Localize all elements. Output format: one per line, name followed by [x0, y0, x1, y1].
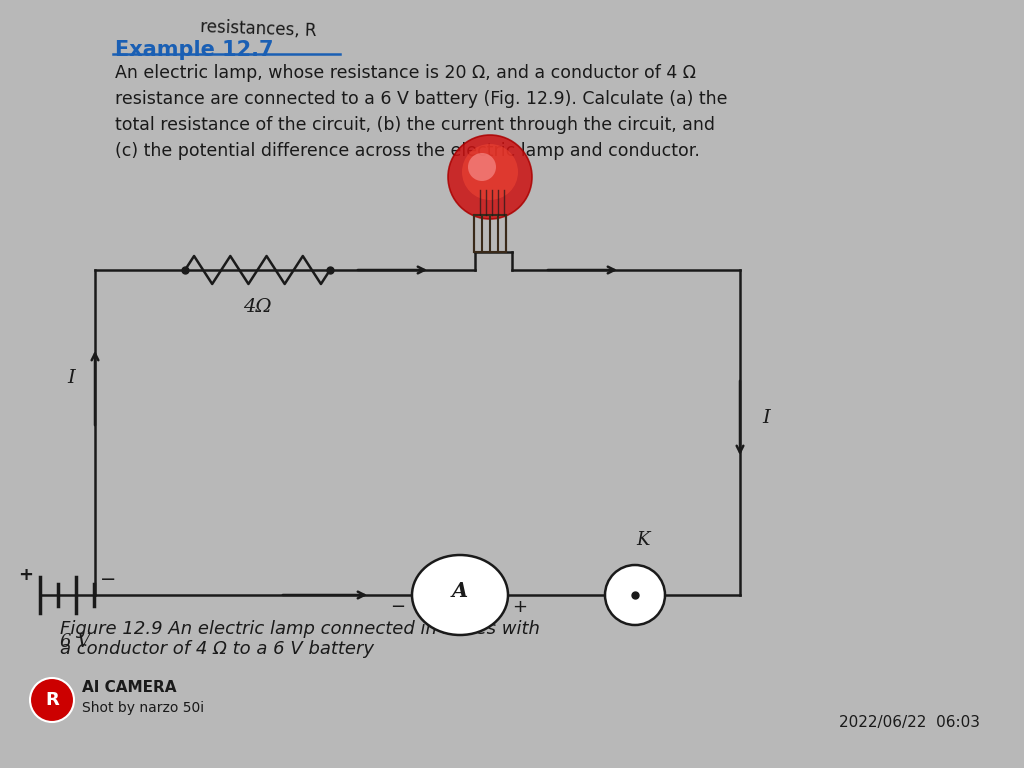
Ellipse shape	[412, 555, 508, 635]
Text: AI CAMERA: AI CAMERA	[82, 680, 176, 696]
Text: K: K	[636, 531, 650, 549]
Bar	[474, 215, 506, 252]
Text: −: −	[99, 571, 116, 590]
Text: a conductor of 4 Ω to a 6 V battery: a conductor of 4 Ω to a 6 V battery	[60, 640, 374, 658]
Text: (c) the potential difference across the electric lamp and conductor.: (c) the potential difference across the …	[115, 142, 699, 160]
Text: +: +	[18, 566, 34, 584]
Text: An electric lamp, whose resistance is 20 Ω, and a conductor of 4 Ω: An electric lamp, whose resistance is 20…	[115, 64, 696, 82]
Text: Shot by narzo 50i: Shot by narzo 50i	[82, 701, 204, 715]
Text: 2022/06/22  06:03: 2022/06/22 06:03	[839, 716, 980, 730]
Text: −: −	[390, 598, 406, 616]
Text: resistances, R: resistances, R	[200, 18, 317, 40]
Text: 4Ω: 4Ω	[244, 298, 271, 316]
Circle shape	[605, 565, 665, 625]
Text: R: R	[45, 691, 58, 709]
Circle shape	[30, 678, 74, 722]
Text: 6 V: 6 V	[59, 633, 90, 651]
Circle shape	[449, 135, 532, 219]
Text: Figure 12.9 An electric lamp connected in series with: Figure 12.9 An electric lamp connected i…	[60, 620, 540, 638]
Circle shape	[462, 144, 518, 200]
Text: I: I	[68, 369, 75, 387]
Text: +: +	[512, 598, 527, 616]
Text: Example 12.7: Example 12.7	[115, 40, 273, 60]
Text: resistance are connected to a 6 V battery (Fig. 12.9). Calculate (a) the: resistance are connected to a 6 V batter…	[115, 90, 727, 108]
Text: I: I	[762, 409, 770, 427]
Circle shape	[468, 153, 496, 181]
Text: total resistance of the circuit, (b) the current through the circuit, and: total resistance of the circuit, (b) the…	[115, 116, 715, 134]
Text: A: A	[452, 581, 468, 601]
